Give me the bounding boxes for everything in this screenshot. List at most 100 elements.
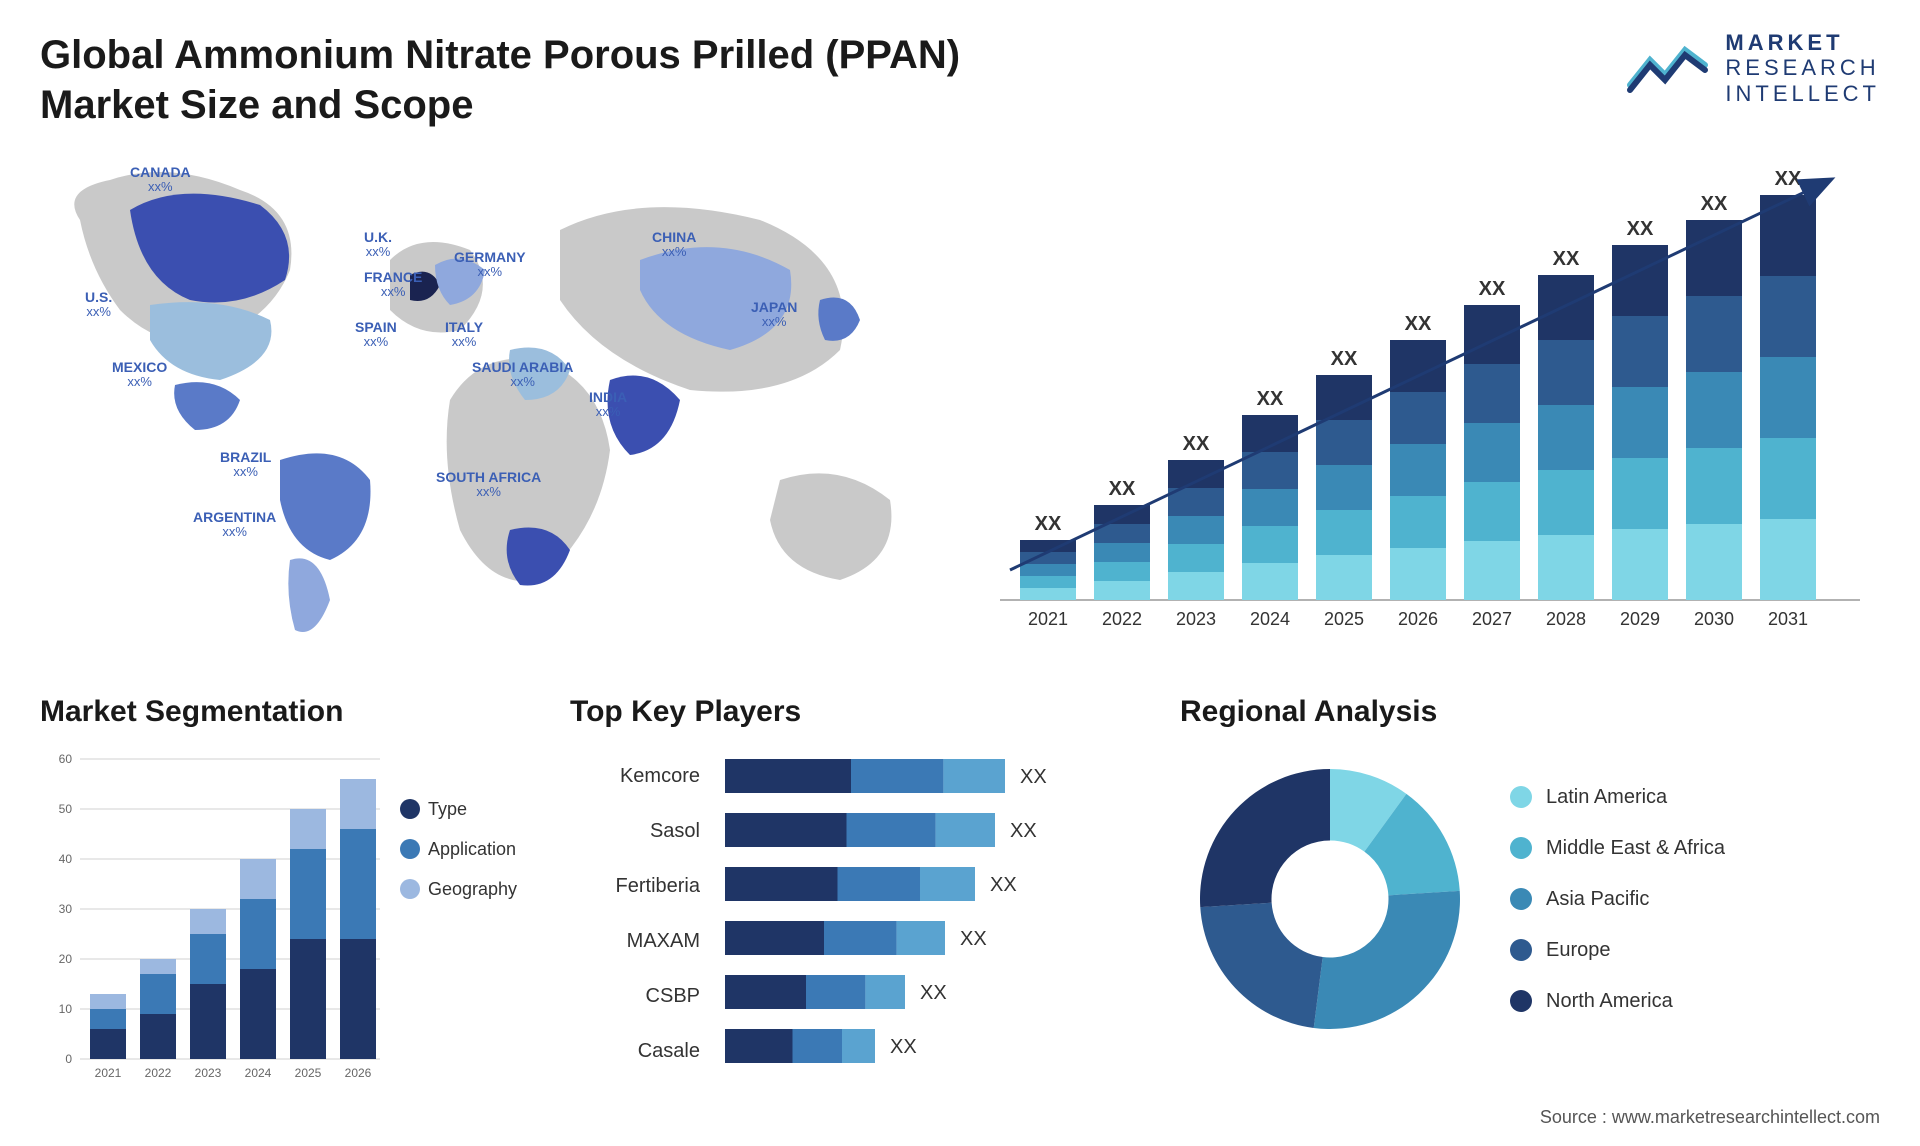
legend-item: Asia Pacific bbox=[1510, 888, 1725, 911]
svg-text:40: 40 bbox=[59, 852, 73, 866]
map-label-u-s-: U.S.xx% bbox=[85, 290, 112, 320]
svg-text:2024: 2024 bbox=[245, 1066, 272, 1080]
page-title: Global Ammonium Nitrate Porous Prilled (… bbox=[40, 30, 1040, 130]
svg-text:XX: XX bbox=[1553, 248, 1580, 270]
svg-text:50: 50 bbox=[59, 802, 73, 816]
legend-item: Europe bbox=[1510, 939, 1725, 962]
logo-text: MARKET RESEARCH INTELLECT bbox=[1725, 30, 1880, 106]
player-name: Sasol bbox=[570, 820, 700, 843]
logo-line1: MARKET bbox=[1725, 30, 1880, 55]
svg-text:XX: XX bbox=[920, 982, 947, 1004]
legend-item: Latin America bbox=[1510, 786, 1725, 809]
player-name: Casale bbox=[570, 1040, 700, 1063]
map-label-france: FRANCExx% bbox=[364, 270, 422, 300]
svg-text:2023: 2023 bbox=[1176, 609, 1216, 629]
svg-text:2021: 2021 bbox=[1028, 609, 1068, 629]
svg-text:XX: XX bbox=[1257, 388, 1284, 410]
svg-text:Application: Application bbox=[428, 839, 516, 859]
svg-text:30: 30 bbox=[59, 902, 73, 916]
header: Global Ammonium Nitrate Porous Prilled (… bbox=[40, 30, 1880, 130]
legend-label: North America bbox=[1546, 990, 1673, 1013]
svg-text:XX: XX bbox=[1010, 820, 1037, 842]
svg-text:Geography: Geography bbox=[428, 879, 517, 899]
legend-label: Middle East & Africa bbox=[1546, 837, 1725, 860]
legend-label: Europe bbox=[1546, 939, 1611, 962]
svg-text:2030: 2030 bbox=[1694, 609, 1734, 629]
svg-text:0: 0 bbox=[65, 1052, 72, 1066]
logo-icon bbox=[1625, 35, 1715, 100]
svg-text:2026: 2026 bbox=[345, 1066, 372, 1080]
svg-text:XX: XX bbox=[1701, 193, 1728, 215]
legend-label: Latin America bbox=[1546, 786, 1667, 809]
players-chart: XX XX XX XX XX XX bbox=[720, 749, 1130, 1079]
map-label-u-k-: U.K.xx% bbox=[364, 230, 392, 260]
legend-swatch bbox=[1510, 990, 1532, 1012]
map-label-germany: GERMANYxx% bbox=[454, 250, 526, 280]
logo-line2: RESEARCH bbox=[1725, 55, 1880, 80]
map-label-spain: SPAINxx% bbox=[355, 320, 397, 350]
map-label-india: INDIAxx% bbox=[589, 390, 627, 420]
map-label-japan: JAPANxx% bbox=[751, 300, 797, 330]
svg-text:XX: XX bbox=[1331, 348, 1358, 370]
svg-text:XX: XX bbox=[990, 874, 1017, 896]
svg-text:2029: 2029 bbox=[1620, 609, 1660, 629]
svg-text:XX: XX bbox=[1405, 313, 1432, 335]
world-map bbox=[40, 150, 940, 650]
legend-swatch bbox=[1510, 837, 1532, 859]
svg-text:2024: 2024 bbox=[1250, 609, 1290, 629]
svg-text:XX: XX bbox=[1183, 433, 1210, 455]
svg-text:2025: 2025 bbox=[1324, 609, 1364, 629]
svg-text:2023: 2023 bbox=[195, 1066, 222, 1080]
players-names: Kemcore Sasol Fertiberia MAXAM CSBP Casale bbox=[570, 749, 700, 1079]
player-name: Fertiberia bbox=[570, 875, 700, 898]
logo-line3: INTELLECT bbox=[1725, 81, 1880, 106]
players-panel: Top Key Players Kemcore Sasol Fertiberia MA… bbox=[570, 695, 1130, 1115]
svg-text:XX: XX bbox=[890, 1036, 917, 1058]
growth-chart-panel: XX 2021 XX 2022 XX 2023 XX 2024 XX 2025 XX 2026 XX 20… bbox=[980, 150, 1880, 650]
legend-item: Middle East & Africa bbox=[1510, 837, 1725, 860]
svg-text:10: 10 bbox=[59, 1002, 73, 1016]
segmentation-panel: Market Segmentation 0 10 20 30 40 50 60 2021 202… bbox=[40, 695, 520, 1115]
svg-text:2022: 2022 bbox=[1102, 609, 1142, 629]
legend-item: North America bbox=[1510, 990, 1725, 1013]
svg-text:XX: XX bbox=[1109, 478, 1136, 500]
svg-text:2022: 2022 bbox=[145, 1066, 172, 1080]
svg-text:2021: 2021 bbox=[95, 1066, 122, 1080]
legend-swatch bbox=[1510, 939, 1532, 961]
svg-text:XX: XX bbox=[1627, 218, 1654, 240]
legend-label: Asia Pacific bbox=[1546, 888, 1649, 911]
map-label-brazil: BRAZILxx% bbox=[220, 450, 271, 480]
growth-chart: XX 2021 XX 2022 XX 2023 XX 2024 XX 2025 XX 2026 XX 20… bbox=[980, 150, 1880, 650]
svg-text:XX: XX bbox=[960, 928, 987, 950]
svg-text:2025: 2025 bbox=[295, 1066, 322, 1080]
svg-text:2031: 2031 bbox=[1768, 609, 1808, 629]
segmentation-title: Market Segmentation bbox=[40, 695, 520, 729]
svg-text:XX: XX bbox=[1035, 513, 1062, 535]
svg-text:2028: 2028 bbox=[1546, 609, 1586, 629]
svg-text:20: 20 bbox=[59, 952, 73, 966]
map-label-saudi-arabia: SAUDI ARABIAxx% bbox=[472, 360, 573, 390]
regional-title: Regional Analysis bbox=[1180, 695, 1880, 729]
map-label-china: CHINAxx% bbox=[652, 230, 696, 260]
player-name: MAXAM bbox=[570, 930, 700, 953]
segmentation-chart: 0 10 20 30 40 50 60 2021 2022 2023 2024 2025 2026 Typ… bbox=[40, 749, 520, 1089]
regional-legend: Latin America Middle East & Africa Asia Pa… bbox=[1510, 786, 1725, 1013]
svg-text:XX: XX bbox=[1020, 766, 1047, 788]
logo: MARKET RESEARCH INTELLECT bbox=[1625, 30, 1880, 106]
legend-swatch bbox=[1510, 888, 1532, 910]
svg-text:XX: XX bbox=[1775, 168, 1802, 190]
player-name: Kemcore bbox=[570, 765, 700, 788]
world-map-panel: CANADAxx%U.S.xx%MEXICOxx%BRAZILxx%ARGENT… bbox=[40, 150, 940, 650]
map-label-canada: CANADAxx% bbox=[130, 165, 191, 195]
regional-panel: Regional Analysis Latin America Middle Ea… bbox=[1180, 695, 1880, 1115]
svg-text:XX: XX bbox=[1479, 278, 1506, 300]
player-name: CSBP bbox=[570, 985, 700, 1008]
svg-text:2026: 2026 bbox=[1398, 609, 1438, 629]
source-text: Source : www.marketresearchintellect.com bbox=[1540, 1107, 1880, 1128]
svg-text:Type: Type bbox=[428, 799, 467, 819]
map-label-italy: ITALYxx% bbox=[445, 320, 483, 350]
players-title: Top Key Players bbox=[570, 695, 1130, 729]
map-label-argentina: ARGENTINAxx% bbox=[193, 510, 276, 540]
map-label-south-africa: SOUTH AFRICAxx% bbox=[436, 470, 541, 500]
svg-text:60: 60 bbox=[59, 752, 73, 766]
